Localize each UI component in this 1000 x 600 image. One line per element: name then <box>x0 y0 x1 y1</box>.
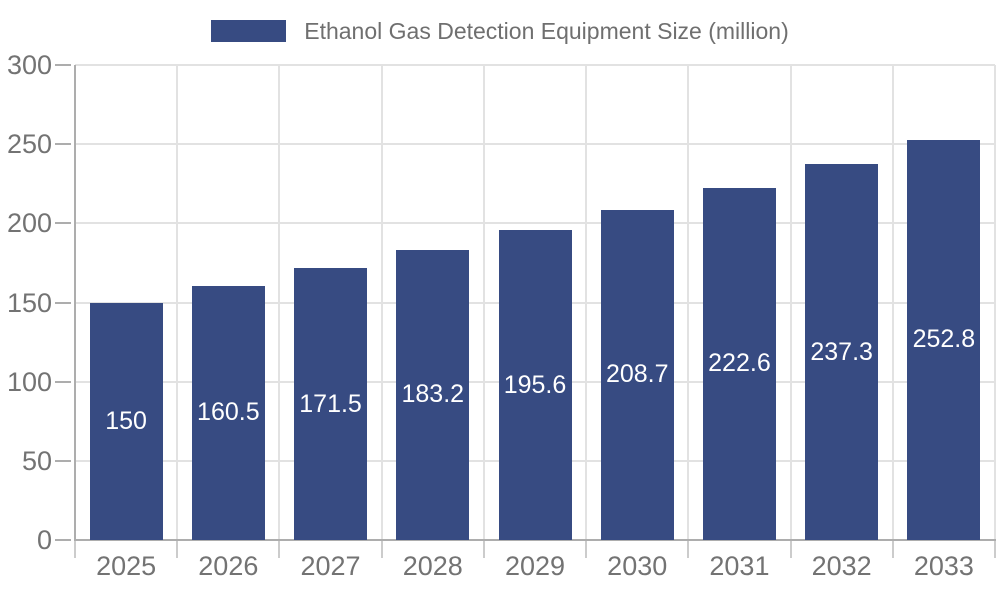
y-axis-tick <box>55 459 71 462</box>
legend-swatch <box>211 20 287 42</box>
bar: 252.8 <box>907 139 981 540</box>
y-axis-tick <box>55 301 71 304</box>
y-axis-tick <box>55 539 71 541</box>
y-axis-tick <box>55 380 71 383</box>
y-axis-label: 0 <box>36 525 52 555</box>
bar-value-label: 252.8 <box>912 325 976 354</box>
x-axis-label: 2033 <box>913 551 974 581</box>
x-axis-tick <box>380 540 383 558</box>
x-axis-tick <box>687 540 690 558</box>
x-axis-tick <box>994 540 996 558</box>
bar: 195.6 <box>498 230 572 540</box>
bar-value-label: 237.3 <box>810 337 873 366</box>
x-gridline <box>380 65 383 540</box>
y-axis-label: 200 <box>6 208 52 239</box>
x-axis-label: 2028 <box>402 551 463 581</box>
y-axis-tick <box>55 64 71 66</box>
x-gridline <box>176 65 179 540</box>
y-axis-line <box>74 65 76 540</box>
x-axis-label: 2030 <box>607 551 668 581</box>
bar: 183.2 <box>396 249 470 540</box>
y-axis-tick <box>55 222 71 225</box>
y-axis-label: 300 <box>6 50 52 80</box>
y-gridline <box>75 64 995 66</box>
bar-value-label: 183.2 <box>401 380 465 409</box>
x-axis-tick <box>74 540 76 558</box>
x-gridline <box>278 65 281 540</box>
bar: 237.3 <box>805 164 879 540</box>
y-axis-label: 50 <box>21 445 52 476</box>
x-axis-tick <box>585 540 588 558</box>
bar-value-label: 195.6 <box>503 370 567 399</box>
bar-value-label: 160.5 <box>197 398 260 427</box>
x-axis-label: 2029 <box>504 551 566 581</box>
x-gridline <box>789 65 792 540</box>
x-axis-tick <box>278 540 281 558</box>
x-gridline <box>585 65 588 540</box>
x-gridline <box>891 65 894 540</box>
x-axis-label: 2026 <box>198 551 259 581</box>
x-axis-label: 2032 <box>811 551 872 581</box>
bar-value-label: 222.6 <box>708 349 771 378</box>
x-axis-tick <box>482 540 485 558</box>
y-axis-label: 250 <box>6 129 52 160</box>
y-gridline <box>75 143 995 146</box>
y-axis-label: 100 <box>6 366 52 397</box>
x-axis-label: 2031 <box>709 551 770 581</box>
y-axis-label: 150 <box>6 287 52 318</box>
bar-value-label: 171.5 <box>299 389 362 418</box>
x-axis-tick <box>891 540 894 558</box>
x-gridline <box>482 65 485 540</box>
x-axis-tick <box>176 540 179 558</box>
legend-label: Ethanol Gas Detection Equipment Size (mi… <box>304 17 789 44</box>
bar: 208.7 <box>600 209 674 540</box>
bar: 150 <box>89 302 163 540</box>
bar: 160.5 <box>191 285 265 540</box>
bar: 222.6 <box>702 187 776 540</box>
bar: 171.5 <box>294 268 368 540</box>
x-axis-line <box>74 539 996 541</box>
bar-value-label: 150 <box>105 406 147 435</box>
x-axis-tick <box>789 540 792 558</box>
x-gridline <box>687 65 690 540</box>
x-axis-label: 2025 <box>96 551 157 581</box>
legend: Ethanol Gas Detection Equipment Size (mi… <box>0 17 1000 45</box>
x-gridline <box>994 65 996 540</box>
bar-value-label: 208.7 <box>605 360 669 389</box>
y-axis-tick <box>55 143 71 146</box>
y-gridline <box>75 222 995 225</box>
x-axis-label: 2027 <box>300 551 361 581</box>
